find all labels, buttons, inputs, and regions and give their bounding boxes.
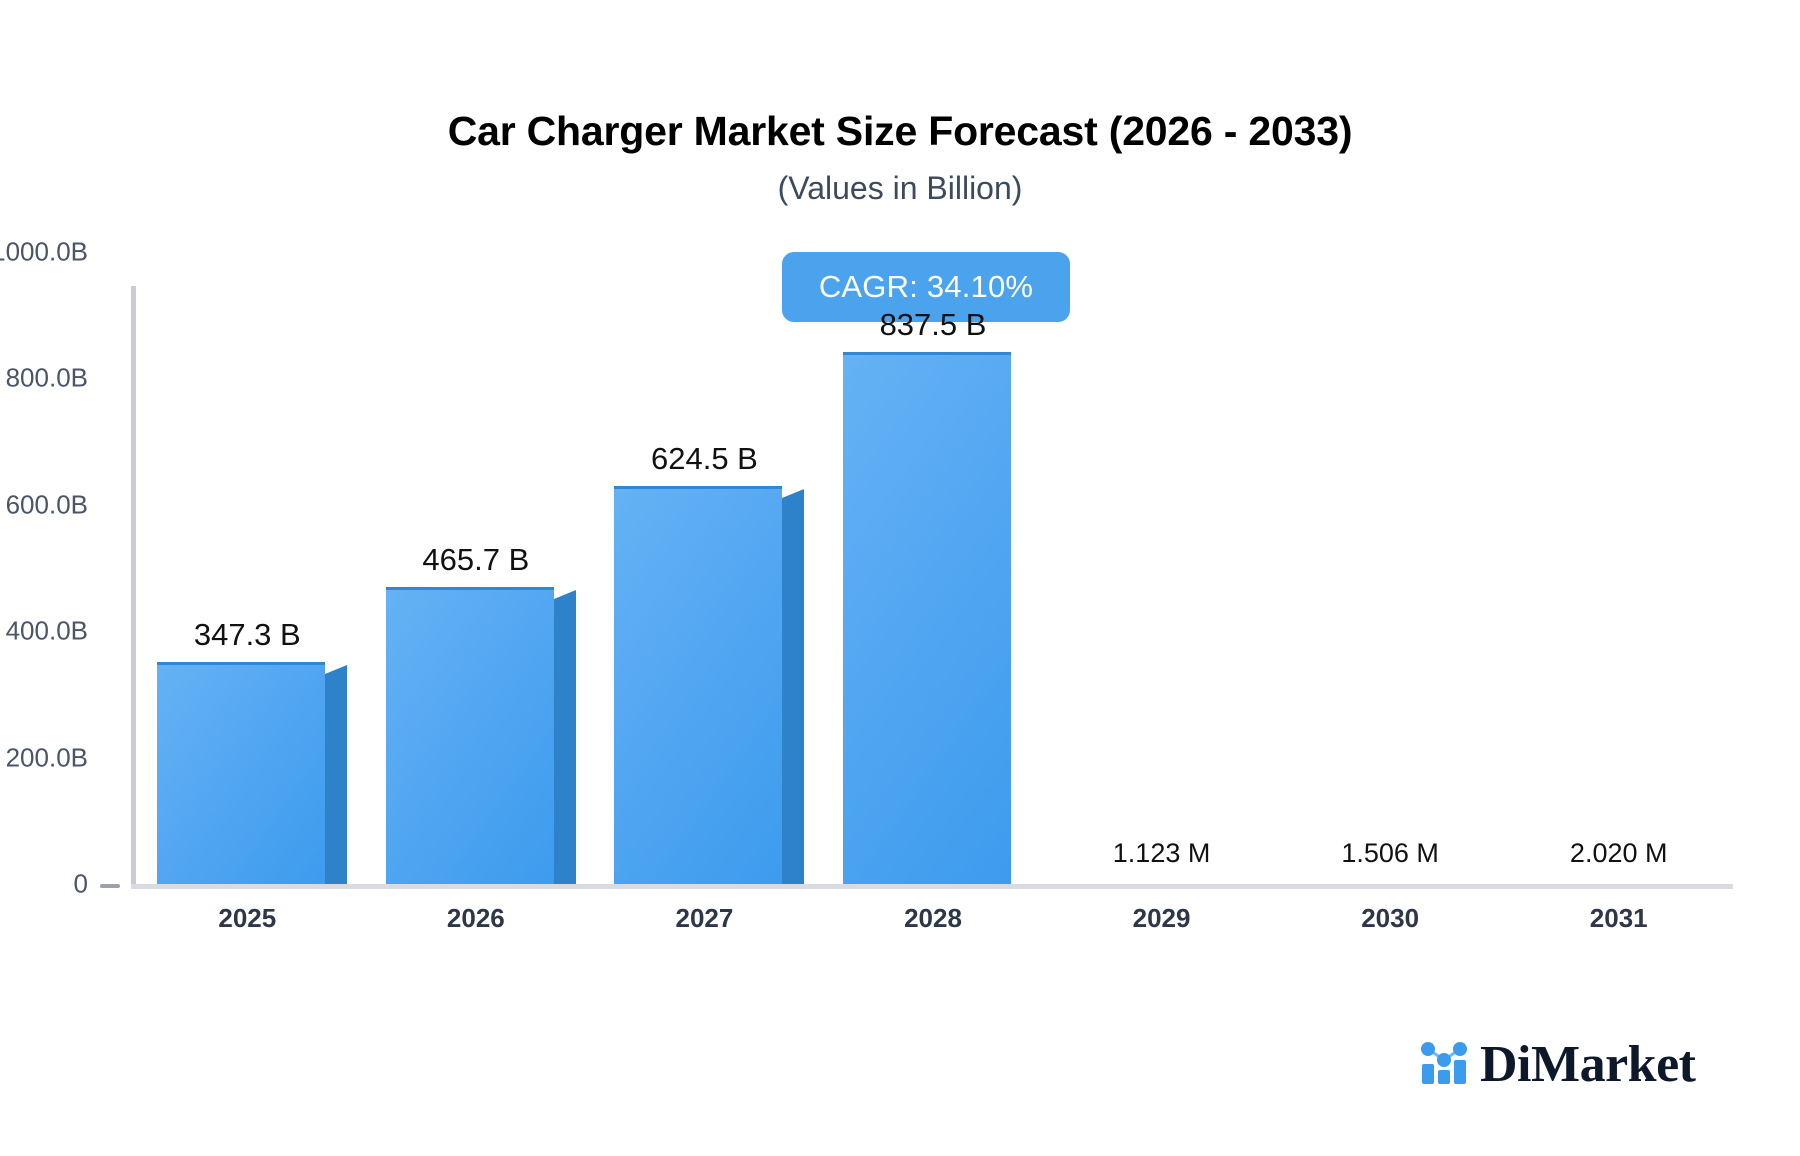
- y-axis-zero-tick: [100, 884, 120, 888]
- y-axis-tick-label: 600.0B: [5, 489, 88, 520]
- bar-front-face: [157, 661, 326, 884]
- brand-logo-text: DiMarket: [1480, 1035, 1696, 1093]
- x-axis-tick-label: 2026: [446, 903, 505, 933]
- y-axis-tick-label: 200.0B: [5, 742, 88, 773]
- bar-value-label: 1.123 M: [1112, 838, 1211, 868]
- bar-top-bevel: [553, 589, 576, 599]
- cagr-badge-label: CAGR: 34.10%: [818, 269, 1034, 304]
- bar-value-label: 2.020 M: [1569, 838, 1668, 868]
- bar[interactable]: [385, 586, 576, 884]
- y-axis-tick-label: 400.0B: [5, 615, 88, 646]
- x-axis-tick-label: 2028: [904, 903, 962, 933]
- bar[interactable]: [614, 486, 805, 884]
- bar-value-label: 347.3 B: [193, 616, 301, 652]
- x-axis-tick-label: 2031: [1589, 903, 1648, 933]
- bar-value-label: 465.7 B: [422, 541, 530, 577]
- bar-chart-dots-icon: [1418, 1038, 1470, 1091]
- brand-logo: DiMarket: [1418, 1035, 1696, 1093]
- x-axis-tick-label: 2030: [1361, 903, 1420, 933]
- y-axis-line: [131, 286, 136, 888]
- bar[interactable]: [157, 661, 348, 884]
- y-axis-tick-label: 800.0B: [5, 362, 88, 393]
- y-axis-tick-label: 0: [73, 868, 88, 899]
- bar-side-face: [553, 598, 576, 884]
- x-axis-tick-label: 2025: [218, 903, 277, 933]
- y-axis-tick-label: 1000.0B: [0, 236, 88, 267]
- x-axis-tick-label: 2029: [1132, 903, 1191, 933]
- bar-top-bevel: [782, 489, 805, 499]
- bar-front-face: [385, 586, 554, 884]
- x-axis-line: [131, 884, 1733, 889]
- bar-side-face: [325, 673, 348, 884]
- cagr-badge: CAGR: 34.10%: [782, 252, 1070, 322]
- chart-subtitle: (Values in Billion): [777, 170, 1023, 206]
- bar-value-label: 837.5 B: [879, 306, 987, 342]
- x-axis-tick-label: 2027: [675, 903, 734, 933]
- bar[interactable]: [843, 351, 1011, 884]
- page-title: Car Charger Market Size Forecast (2026 -…: [447, 108, 1353, 154]
- bar-value-label: 1.506 M: [1341, 838, 1439, 868]
- bar-front-face: [843, 351, 1011, 884]
- bar-side-face: [782, 498, 805, 884]
- bar-top-bevel: [325, 664, 348, 674]
- bar-value-label: 624.5 B: [650, 441, 758, 477]
- bar-front-face: [614, 486, 783, 884]
